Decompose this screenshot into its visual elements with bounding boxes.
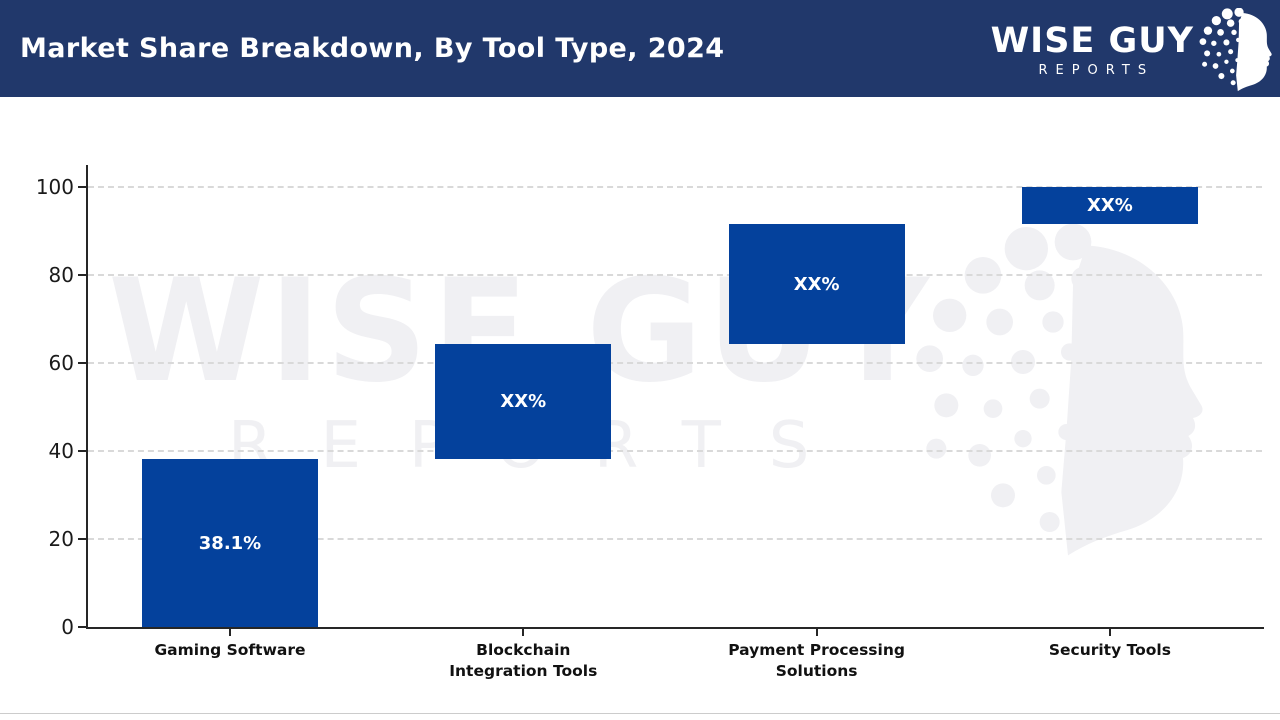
x-category-label-line: Gaming Software: [154, 641, 306, 659]
x-category-label-line: Solutions: [775, 662, 858, 680]
bar-value-label: 38.1%: [198, 532, 262, 554]
x-category-label: Blockchain Integration Tools: [373, 640, 673, 682]
x-category-label: Payment Processing Solutions: [667, 640, 967, 682]
x-tick-mark: [1108, 629, 1111, 636]
y-tick-label: 40: [48, 439, 74, 463]
x-category-label-line: Integration Tools: [449, 662, 598, 680]
logo-wordmark: WISE GUY: [990, 21, 1194, 61]
gridline: [88, 450, 1262, 452]
y-tick-label: 20: [48, 527, 74, 551]
chart-area: WISE GUY REPORTS 02040608010038.1%Gaming…: [0, 97, 1280, 720]
x-category-label-line: Payment Processing: [728, 641, 905, 659]
y-tick-mark: [78, 362, 86, 364]
y-axis-line: [86, 165, 88, 629]
y-tick-mark: [78, 626, 86, 628]
bar-segment: XX%: [435, 344, 612, 460]
x-category-label-line: Blockchain: [476, 641, 571, 659]
gridline: [88, 186, 1262, 188]
x-category-label: Gaming Software: [80, 640, 380, 661]
x-tick-mark: [522, 629, 525, 636]
logo-subtitle: REPORTS: [1038, 63, 1155, 78]
bar-value-label: XX%: [1086, 194, 1133, 216]
wiseguy-logo: WISE GUY REPORTS: [991, 6, 1272, 94]
y-tick-mark: [78, 186, 86, 188]
y-tick-mark: [78, 538, 86, 540]
y-tick-label: 0: [61, 615, 74, 639]
x-category-label-line: Security Tools: [1048, 641, 1171, 659]
gridline: [88, 274, 1262, 276]
x-tick-mark: [229, 629, 231, 636]
y-tick-mark: [78, 274, 86, 276]
x-axis-line: [86, 627, 1264, 629]
gridline: [88, 362, 1262, 364]
bar-segment: XX%: [728, 223, 905, 345]
bar-value-label: XX%: [793, 273, 840, 295]
x-tick-mark: [815, 629, 818, 636]
y-tick-label: 60: [48, 351, 74, 375]
bottom-divider: [0, 713, 1280, 714]
header-bar: Market Share Breakdown, By Tool Type, 20…: [0, 0, 1280, 97]
bar-value-label: XX%: [500, 391, 547, 413]
y-tick-label: 80: [48, 263, 74, 287]
bar-segment: XX%: [1021, 187, 1198, 224]
bar-segment: 38.1%: [142, 459, 318, 627]
x-category-label: Security Tools: [960, 640, 1260, 661]
logo-wordmark-block: WISE GUY REPORTS: [991, 22, 1194, 78]
gridline: [88, 538, 1262, 540]
y-tick-mark: [78, 450, 86, 452]
chart-title: Market Share Breakdown, By Tool Type, 20…: [20, 33, 725, 64]
y-tick-label: 100: [35, 175, 74, 199]
